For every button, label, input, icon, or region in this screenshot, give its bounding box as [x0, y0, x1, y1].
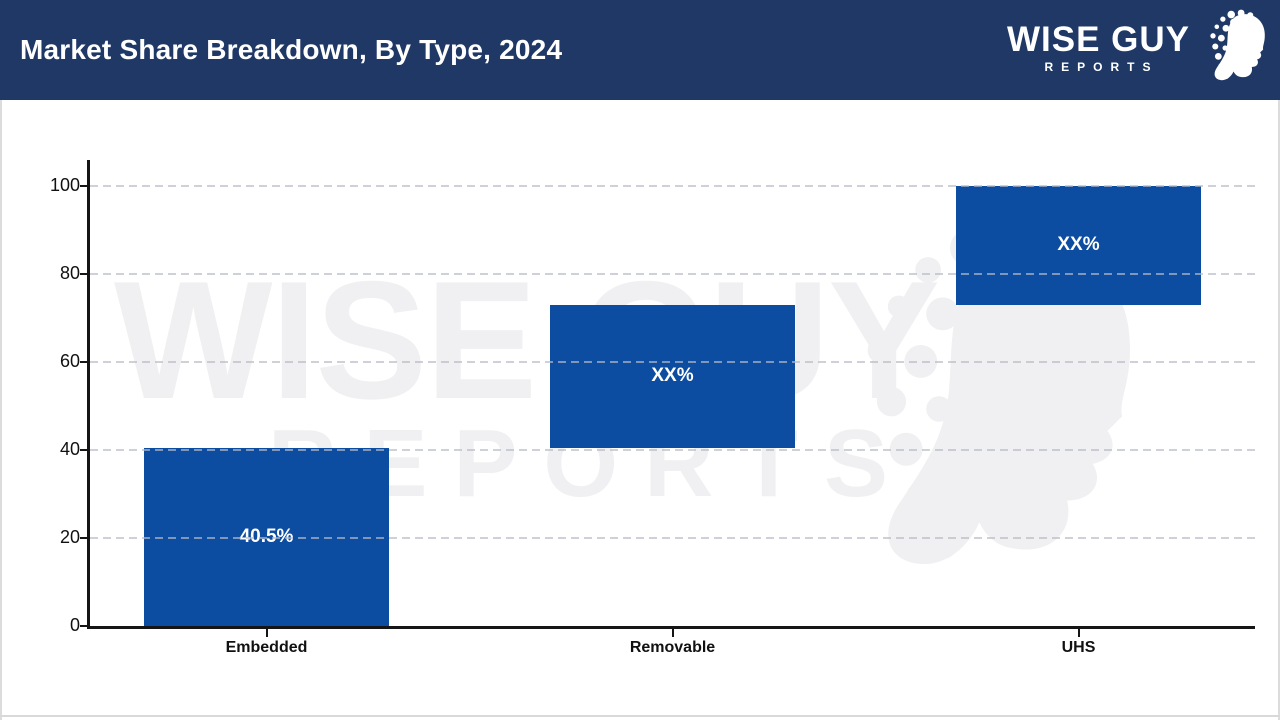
wiseguy-logo: WISE GUY REPORTS — [1007, 4, 1270, 92]
y-tick-label-60: 60 — [59, 351, 80, 371]
gridline-60 — [90, 361, 1255, 363]
bar-removable: XX% — [550, 304, 795, 448]
gridline-20 — [90, 537, 1255, 539]
x-tick-uhs — [1077, 629, 1080, 637]
header-bar: Market Share Breakdown, By Type, 2024 WI… — [0, 0, 1280, 100]
bar-uhs: XX% — [956, 186, 1201, 305]
x-tick-embedded — [265, 629, 268, 637]
y-tick-100 — [80, 185, 88, 187]
page-bottom-rule — [0, 715, 1280, 717]
y-tick-label-20: 20 — [59, 527, 80, 547]
page-title: Market Share Breakdown, By Type, 2024 — [20, 34, 563, 65]
gridline-40 — [90, 449, 1255, 451]
y-tick-label-40: 40 — [59, 439, 80, 459]
logo-wordmark: WISE GUY — [1006, 19, 1190, 59]
chart-canvas: WISE GUY REPORTS 0 20 40 60 80 100 40.5% XX% XX%… — [0, 100, 1280, 720]
y-tick-60 — [80, 361, 88, 363]
x-tick-removable — [671, 629, 674, 637]
watermark-wordmark: WISE GUY — [114, 246, 940, 434]
bar-value-label-embedded: 40.5% — [239, 525, 294, 547]
y-tick-40 — [80, 449, 88, 451]
y-axis-line — [87, 160, 90, 629]
y-tick-label-100: 100 — [49, 175, 80, 195]
bar-value-label-removable: XX% — [651, 365, 694, 387]
logo-subtext: REPORTS — [1044, 60, 1159, 75]
y-tick-label-80: 80 — [59, 263, 80, 283]
bar-value-label-uhs: XX% — [1057, 234, 1100, 256]
y-tick-20 — [80, 537, 88, 539]
y-tick-80 — [80, 273, 88, 275]
category-label-embedded: Embedded — [225, 639, 308, 656]
y-tick-0 — [80, 625, 88, 627]
gridline-80 — [90, 273, 1255, 275]
y-tick-label-0: 0 — [69, 615, 80, 635]
gridline-100 — [90, 185, 1255, 187]
x-axis-line — [87, 626, 1255, 629]
logo-text: WISE GUY REPORTS — [1006, 19, 1190, 75]
logo-face-icon — [1210, 9, 1265, 81]
category-label-uhs: UHS — [1061, 639, 1096, 656]
bar-embedded: 40.5% — [144, 447, 389, 626]
category-label-removable: Removable — [629, 639, 716, 656]
